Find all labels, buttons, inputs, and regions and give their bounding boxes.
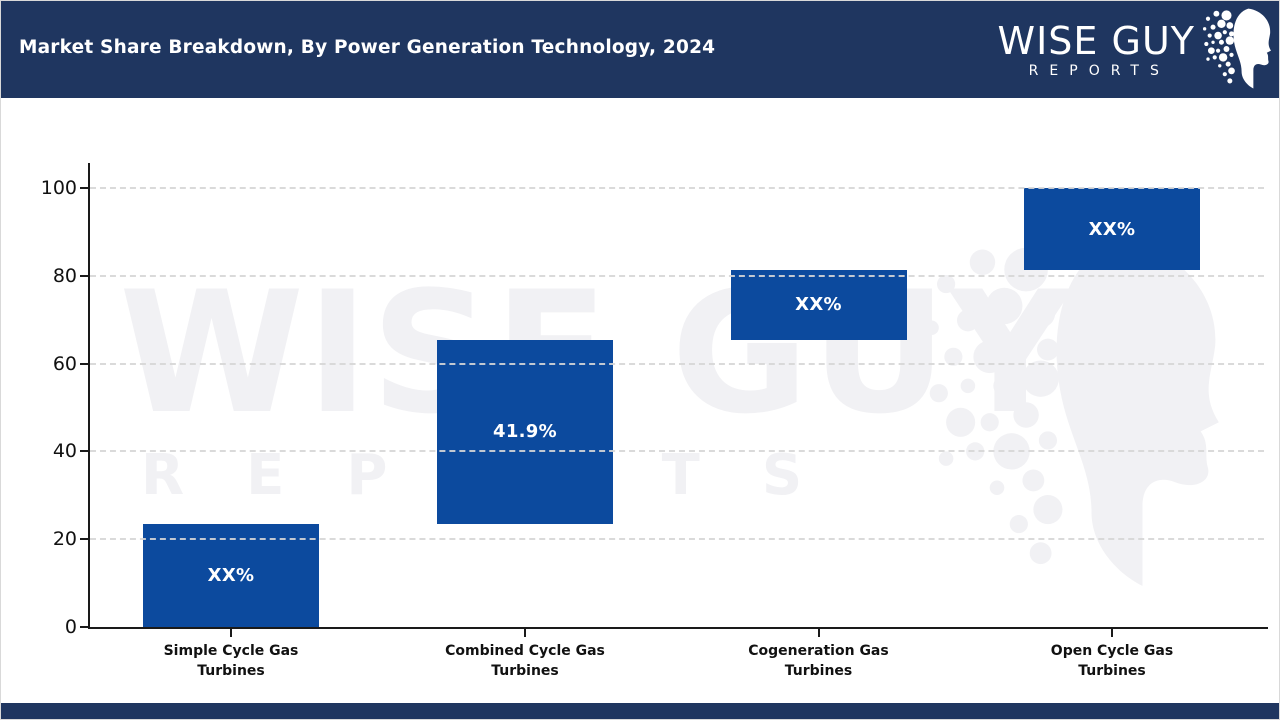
y-tick-label: 20 xyxy=(52,528,77,551)
bar-value-label: XX% xyxy=(795,294,842,316)
bar-segment xyxy=(1024,188,1200,271)
y-tick xyxy=(80,626,89,628)
category-label-line: Cogeneration Gas xyxy=(748,643,889,659)
y-tick-label: 80 xyxy=(52,264,77,287)
category-label-line: Turbines xyxy=(491,663,559,679)
bar-segment xyxy=(437,339,613,524)
gridline xyxy=(90,538,1264,541)
y-tick-label: 100 xyxy=(40,177,77,199)
x-tick xyxy=(1111,629,1113,637)
y-tick xyxy=(80,362,89,365)
x-tick xyxy=(817,629,820,637)
y-tick-label: 60 xyxy=(52,352,77,375)
bar-segment xyxy=(730,270,907,340)
gridline xyxy=(90,274,1264,277)
y-tick xyxy=(80,274,89,277)
y-tick xyxy=(80,187,89,189)
y-tick-label: 0 xyxy=(64,616,77,638)
category-label-line: Open Cycle Gas xyxy=(1050,643,1174,659)
category-label-line: Combined Cycle Gas xyxy=(445,643,605,659)
x-axis-line xyxy=(88,627,1268,629)
footer-bar xyxy=(1,703,1279,719)
category-label: Combined Cycle Gas Turbines xyxy=(365,641,685,681)
bar-value-label: XX% xyxy=(1088,218,1136,240)
chart-title: Market Share Breakdown, By Power Generat… xyxy=(19,37,716,58)
category-label-line: Turbines xyxy=(1078,663,1146,679)
logo-wordmark-line2: REPORTS xyxy=(1028,63,1170,79)
y-axis-line xyxy=(88,163,90,629)
wiseguy-logo: WISE GUY REPORTS xyxy=(998,7,1277,91)
y-tick xyxy=(80,450,89,453)
category-label: Cogeneration Gas Turbines xyxy=(659,641,979,681)
logo-wordmark-line1: WISE GUY xyxy=(997,19,1195,63)
category-label: Simple Cycle Gas Turbines xyxy=(71,641,391,681)
y-tick-label: 40 xyxy=(52,440,77,463)
bar-segment xyxy=(143,523,319,627)
header-bar: Market Share Breakdown, By Power Generat… xyxy=(1,1,1279,98)
bar-value-label: 41.9% xyxy=(493,421,557,443)
category-label-line: Turbines xyxy=(784,663,853,679)
logo-wordmark: WISE GUY REPORTS xyxy=(998,19,1195,79)
x-tick xyxy=(230,629,232,637)
bar-value-label: XX% xyxy=(207,564,255,586)
category-label: Open Cycle Gas Turbines xyxy=(952,641,1272,681)
y-tick xyxy=(80,538,89,541)
gridline xyxy=(90,362,1264,365)
gridline xyxy=(90,450,1264,453)
x-tick xyxy=(524,629,526,637)
category-label-line: Simple Cycle Gas xyxy=(163,643,299,659)
category-label-line: Turbines xyxy=(197,663,265,679)
logo-head-icon xyxy=(1202,8,1271,89)
gridline xyxy=(90,187,1264,189)
